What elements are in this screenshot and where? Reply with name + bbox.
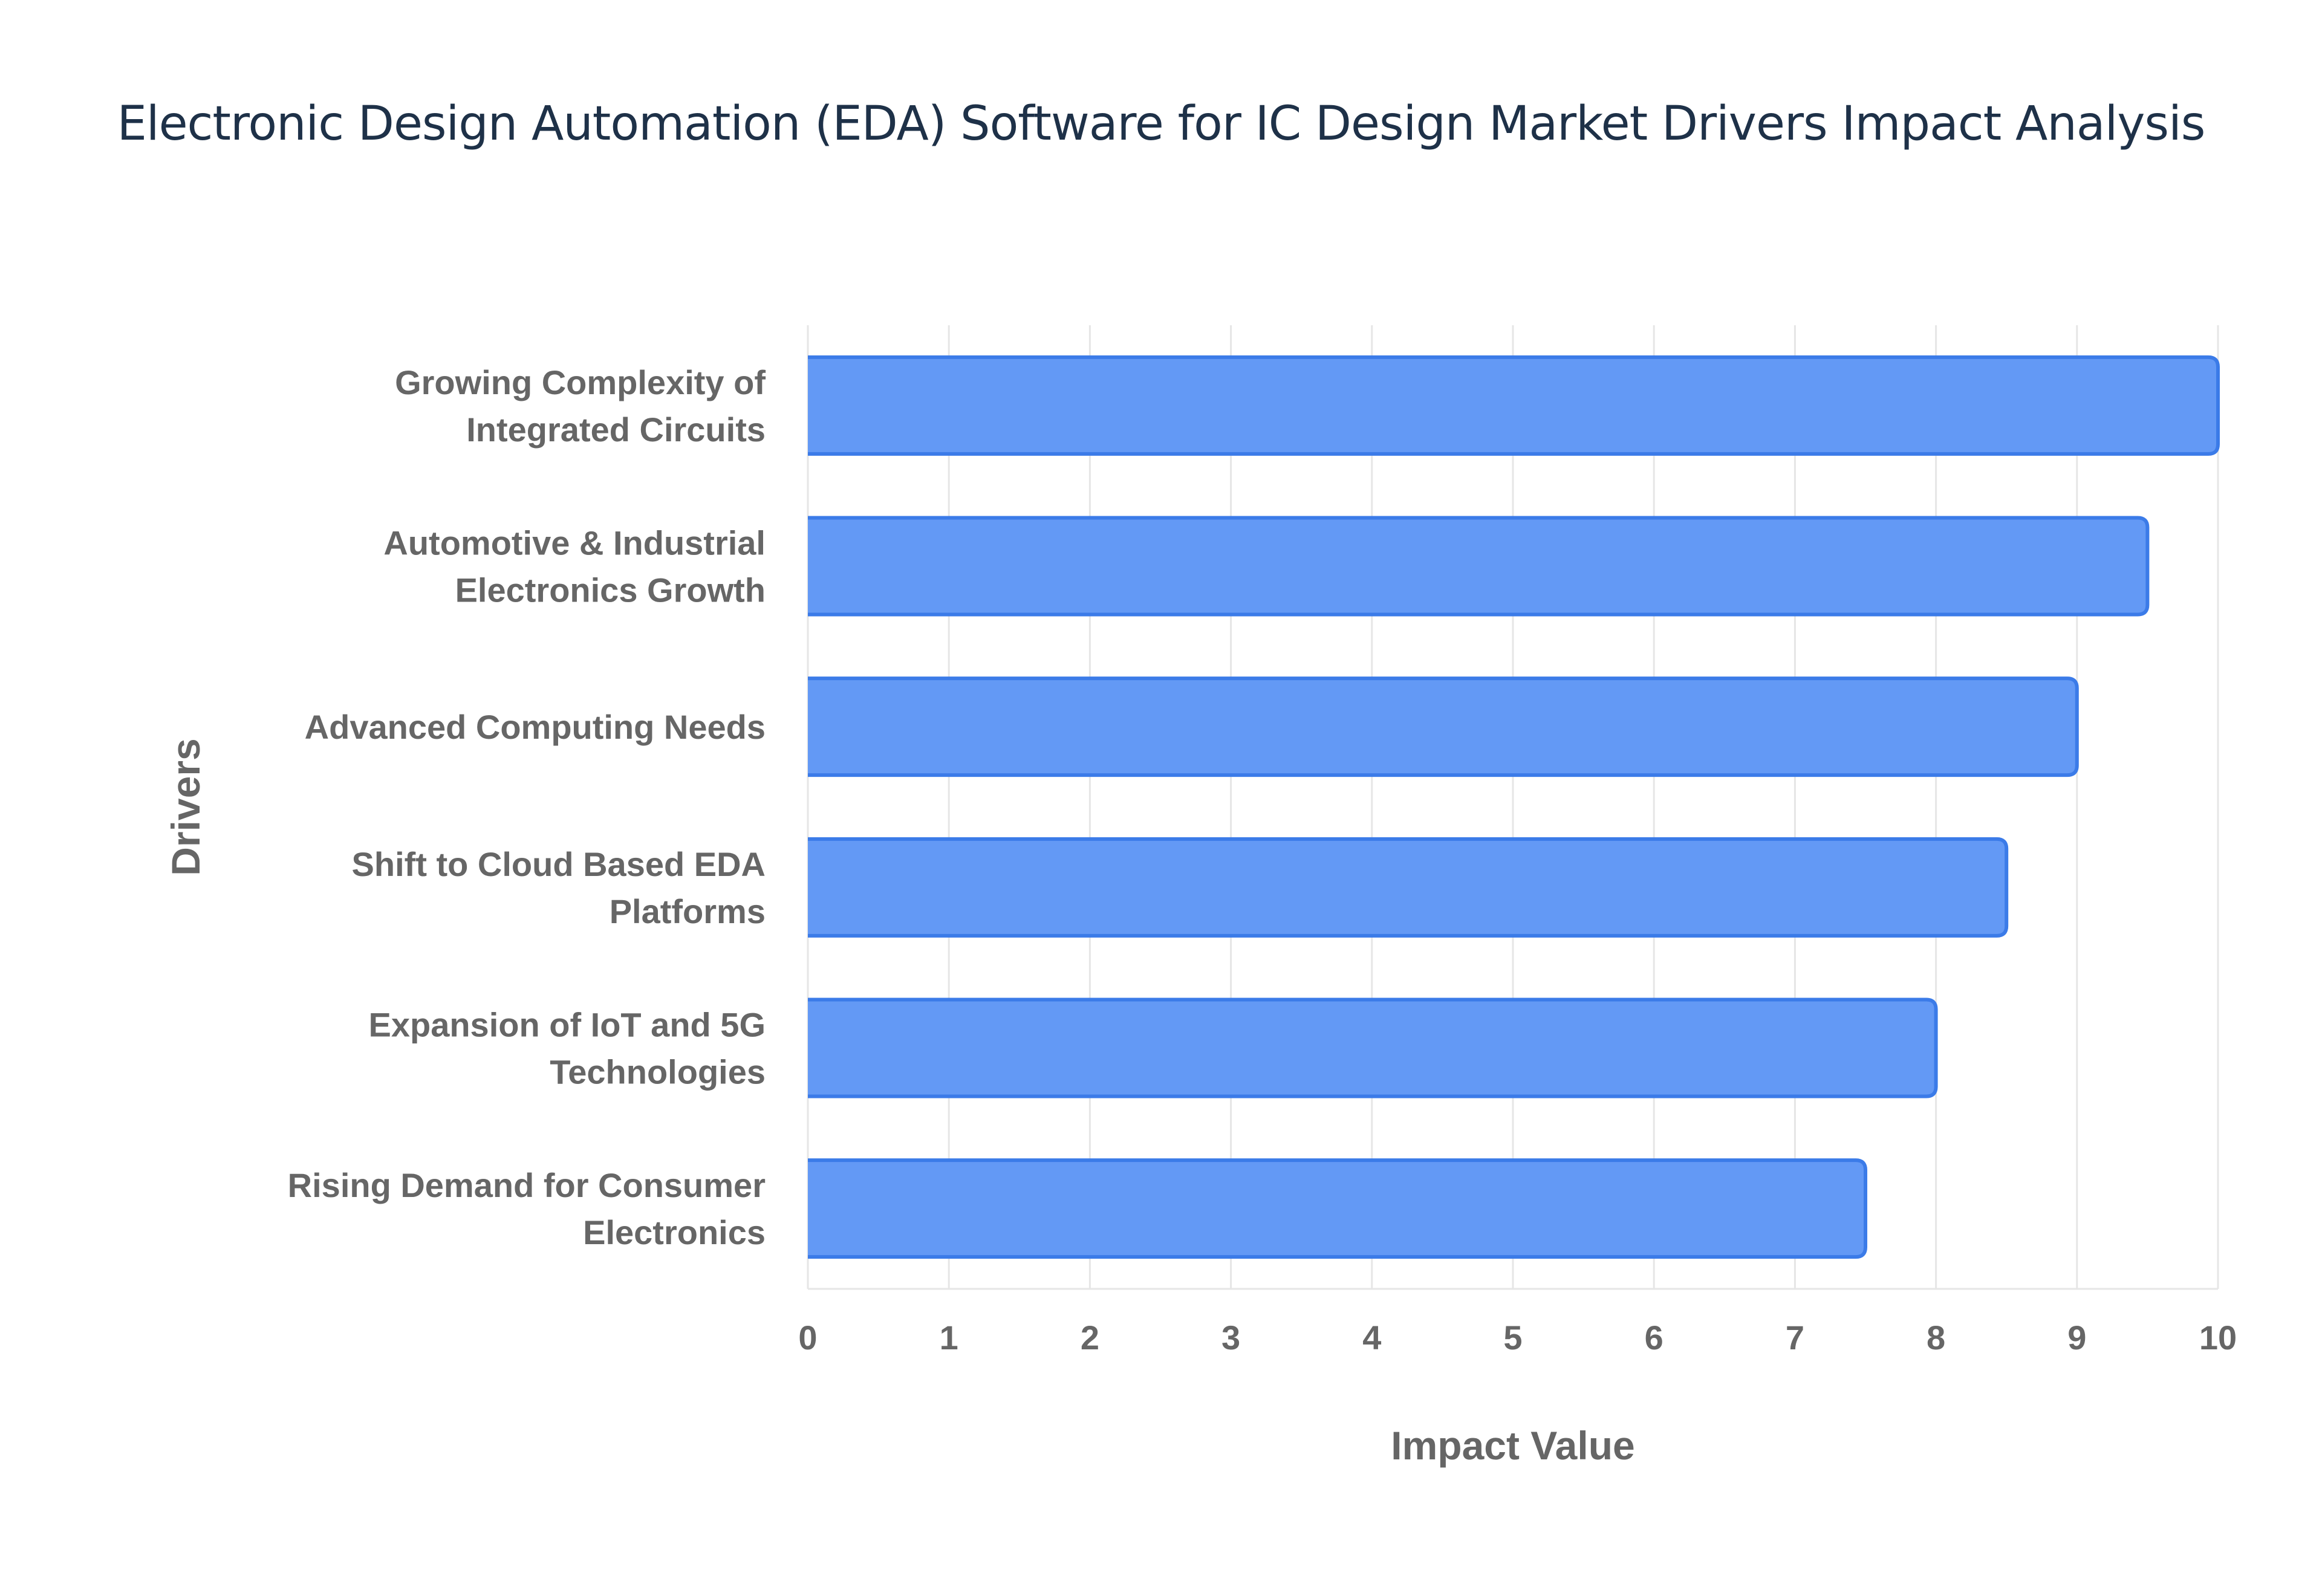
bar-3 [808, 837, 2009, 938]
bar-5 [808, 1158, 1867, 1259]
bar-1 [808, 516, 2150, 617]
category-label-5: Rising Demand for Consumer Electronics [288, 1166, 766, 1251]
category-label-0: Growing Complexity of Integrated Circuits [395, 363, 766, 449]
y-axis-title: Drivers [163, 738, 208, 876]
bar-2 [808, 676, 2079, 777]
x-tick-label-4: 4 [1362, 1319, 1381, 1357]
x-tick-label-3: 3 [1221, 1319, 1240, 1357]
gridlines [807, 325, 2219, 1290]
x-tick-label-0: 0 [798, 1319, 817, 1357]
category-label-3: Shift to Cloud Based EDA Platforms [352, 845, 766, 930]
x-tick-label-1: 1 [940, 1319, 958, 1357]
category-label-1: Automotive & Industrial Electronics Growt… [383, 524, 766, 609]
x-axis-title: Impact Value [1391, 1423, 1635, 1468]
x-tick-label-8: 8 [1927, 1319, 1945, 1357]
chart-title: Electronic Design Automation (EDA) Softw… [117, 97, 2206, 151]
x-tick-label-7: 7 [1786, 1319, 1804, 1357]
x-tick-label-9: 9 [2067, 1319, 2086, 1357]
x-tick-label-10: 10 [2199, 1319, 2237, 1357]
x-tick-label-2: 2 [1081, 1319, 1099, 1357]
x-tick-label-5: 5 [1503, 1319, 1522, 1357]
bar-0 [808, 355, 2220, 456]
category-labels: Growing Complexity of Integrated Circuits… [288, 363, 766, 1251]
x-tick-label-6: 6 [1645, 1319, 1663, 1357]
category-label-4: Expansion of IoT and 5G Technologies [369, 1006, 766, 1091]
x-tick-labels: 0 1 2 3 4 5 6 7 8 9 10 [798, 1319, 2237, 1357]
category-label-2: Advanced Computing Needs [305, 708, 766, 746]
bars [808, 355, 2220, 1259]
bar-4 [808, 997, 1938, 1098]
